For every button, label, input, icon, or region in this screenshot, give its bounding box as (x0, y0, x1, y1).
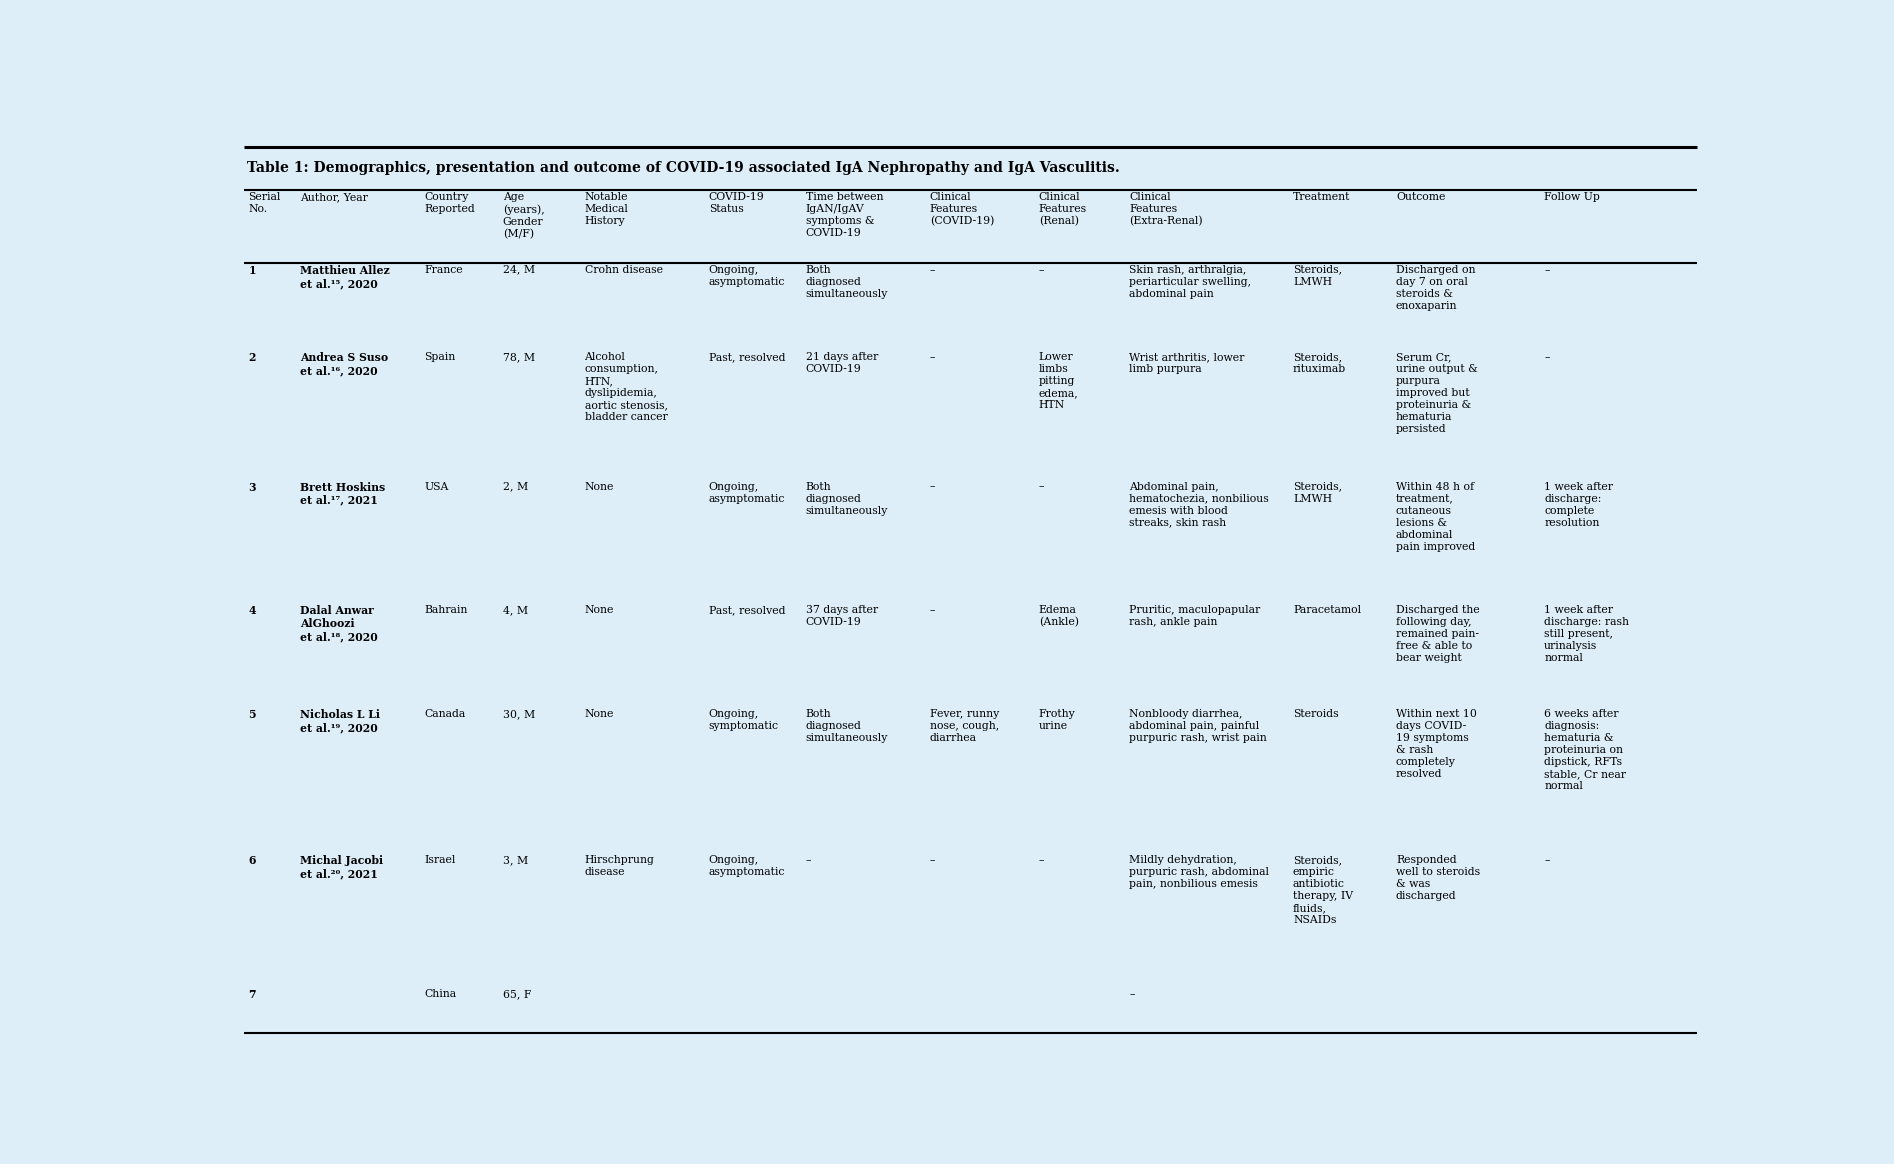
Text: 2, M: 2, M (502, 482, 528, 491)
Text: Ongoing,
symptomatic: Ongoing, symptomatic (708, 709, 778, 731)
Text: 30, M: 30, M (502, 709, 534, 719)
Text: Serial
No.: Serial No. (248, 192, 280, 214)
Text: –: – (1038, 264, 1044, 275)
Text: Spain: Spain (424, 353, 455, 362)
Text: Serum Cr,
urine output &
purpura
improved but
proteinuria &
hematuria
persisted: Serum Cr, urine output & purpura improve… (1396, 353, 1477, 434)
Text: Follow Up: Follow Up (1544, 192, 1600, 203)
Text: USA: USA (424, 482, 449, 491)
Text: Mildly dehydration,
purpuric rash, abdominal
pain, nonbilious emesis: Mildly dehydration, purpuric rash, abdom… (1129, 856, 1269, 889)
Text: –: – (1544, 264, 1549, 275)
Text: Both
diagnosed
simultaneously: Both diagnosed simultaneously (805, 709, 888, 744)
Text: Past, resolved: Past, resolved (708, 353, 786, 362)
Text: Clinical
Features
(Extra-Renal): Clinical Features (Extra-Renal) (1129, 192, 1203, 227)
Text: Paracetamol: Paracetamol (1294, 605, 1362, 615)
Text: Notable
Medical
History: Notable Medical History (585, 192, 629, 226)
Text: None: None (585, 482, 614, 491)
Text: Clinical
Features
(COVID-19): Clinical Features (COVID-19) (930, 192, 994, 227)
Text: Nonbloody diarrhea,
abdominal pain, painful
purpuric rash, wrist pain: Nonbloody diarrhea, abdominal pain, pain… (1129, 709, 1267, 744)
Text: 3: 3 (248, 482, 256, 492)
Text: Dalal Anwar
AlGhoozi
et al.¹⁸, 2020: Dalal Anwar AlGhoozi et al.¹⁸, 2020 (299, 605, 377, 643)
Text: Country
Reported: Country Reported (424, 192, 475, 214)
Text: 4: 4 (248, 605, 256, 616)
Text: 5: 5 (248, 709, 256, 721)
Text: Frothy
urine: Frothy urine (1038, 709, 1076, 731)
Text: Lower
limbs
pitting
edema,
HTN: Lower limbs pitting edema, HTN (1038, 353, 1078, 410)
Text: 6: 6 (248, 856, 256, 866)
Text: Discharged on
day 7 on oral
steroids &
enoxaparin: Discharged on day 7 on oral steroids & e… (1396, 264, 1475, 311)
Text: Ongoing,
asymptomatic: Ongoing, asymptomatic (708, 856, 784, 878)
Text: 78, M: 78, M (502, 353, 534, 362)
Text: Outcome: Outcome (1396, 192, 1445, 203)
Text: Hirschprung
disease: Hirschprung disease (585, 856, 655, 878)
Text: 1 week after
discharge: rash
still present,
urinalysis
normal: 1 week after discharge: rash still prese… (1544, 605, 1629, 663)
Text: Treatment: Treatment (1294, 192, 1350, 203)
Text: Nicholas L Li
et al.¹⁹, 2020: Nicholas L Li et al.¹⁹, 2020 (299, 709, 381, 733)
Text: Past, resolved: Past, resolved (708, 605, 786, 615)
Text: –: – (1038, 856, 1044, 865)
Text: Discharged the
following day,
remained pain-
free & able to
bear weight: Discharged the following day, remained p… (1396, 605, 1479, 663)
Text: Michal Jacobi
et al.²⁰, 2021: Michal Jacobi et al.²⁰, 2021 (299, 856, 383, 880)
Text: Israel: Israel (424, 856, 455, 865)
Text: Fever, runny
nose, cough,
diarrhea: Fever, runny nose, cough, diarrhea (930, 709, 998, 744)
Text: France: France (424, 264, 462, 275)
Text: –: – (930, 353, 936, 362)
Text: COVID-19
Status: COVID-19 Status (708, 192, 765, 214)
Text: Matthieu Allez
et al.¹⁵, 2020: Matthieu Allez et al.¹⁵, 2020 (299, 264, 390, 289)
Text: 37 days after
COVID-19: 37 days after COVID-19 (805, 605, 877, 627)
Text: Within next 10
days COVID-
19 symptoms
& rash
completely
resolved: Within next 10 days COVID- 19 symptoms &… (1396, 709, 1477, 780)
Text: –: – (1038, 482, 1044, 491)
Text: Time between
IgAN/IgAV
symptoms &
COVID-19: Time between IgAN/IgAV symptoms & COVID-… (805, 192, 883, 237)
Text: Clinical
Features
(Renal): Clinical Features (Renal) (1038, 192, 1087, 227)
Text: Both
diagnosed
simultaneously: Both diagnosed simultaneously (805, 264, 888, 299)
Text: Abdominal pain,
hematochezia, nonbilious
emesis with blood
streaks, skin rash: Abdominal pain, hematochezia, nonbilious… (1129, 482, 1269, 527)
Text: 2: 2 (248, 353, 256, 363)
Text: Steroids,
rituximab: Steroids, rituximab (1294, 353, 1347, 375)
Text: Pruritic, maculopapular
rash, ankle pain: Pruritic, maculopapular rash, ankle pain (1129, 605, 1261, 627)
Text: –: – (930, 264, 936, 275)
Text: 21 days after
COVID-19: 21 days after COVID-19 (805, 353, 877, 375)
Text: Responded
well to steroids
& was
discharged: Responded well to steroids & was dischar… (1396, 856, 1479, 901)
Text: 1: 1 (248, 264, 256, 276)
Text: 1 week after
discharge:
complete
resolution: 1 week after discharge: complete resolut… (1544, 482, 1614, 527)
Text: Skin rash, arthralgia,
periarticular swelling,
abdominal pain: Skin rash, arthralgia, periarticular swe… (1129, 264, 1252, 299)
Text: 24, M: 24, M (502, 264, 534, 275)
Text: None: None (585, 709, 614, 719)
Text: Canada: Canada (424, 709, 466, 719)
Text: China: China (424, 988, 456, 999)
Text: –: – (930, 605, 936, 615)
Text: –: – (1129, 988, 1135, 999)
Text: 3, M: 3, M (502, 856, 528, 865)
Text: Edema
(Ankle): Edema (Ankle) (1038, 605, 1080, 627)
Text: Steroids,
LMWH: Steroids, LMWH (1294, 482, 1343, 504)
Text: –: – (805, 856, 811, 865)
Text: 65, F: 65, F (502, 988, 532, 999)
Text: Steroids: Steroids (1294, 709, 1339, 719)
Text: Ongoing,
asymptomatic: Ongoing, asymptomatic (708, 482, 784, 504)
Text: Within 48 h of
treatment,
cutaneous
lesions &
abdominal
pain improved: Within 48 h of treatment, cutaneous lesi… (1396, 482, 1475, 552)
Text: Table 1: Demographics, presentation and outcome of COVID-19 associated IgA Nephr: Table 1: Demographics, presentation and … (246, 162, 1119, 176)
Text: Both
diagnosed
simultaneously: Both diagnosed simultaneously (805, 482, 888, 516)
Text: –: – (1544, 856, 1549, 865)
Text: Alcohol
consumption,
HTN,
dyslipidemia,
aortic stenosis,
bladder cancer: Alcohol consumption, HTN, dyslipidemia, … (585, 353, 667, 423)
Text: None: None (585, 605, 614, 615)
Text: Andrea S Suso
et al.¹⁶, 2020: Andrea S Suso et al.¹⁶, 2020 (299, 353, 388, 376)
Text: –: – (930, 856, 936, 865)
Text: 7: 7 (248, 988, 256, 1000)
Text: Crohn disease: Crohn disease (585, 264, 663, 275)
Text: Ongoing,
asymptomatic: Ongoing, asymptomatic (708, 264, 784, 286)
Text: Steroids,
LMWH: Steroids, LMWH (1294, 264, 1343, 286)
Text: Steroids,
empiric
antibiotic
therapy, IV
fluids,
NSAIDs: Steroids, empiric antibiotic therapy, IV… (1294, 856, 1352, 925)
Text: Wrist arthritis, lower
limb purpura: Wrist arthritis, lower limb purpura (1129, 353, 1244, 375)
Text: Age
(years),
Gender
(M/F): Age (years), Gender (M/F) (502, 192, 545, 239)
Text: –: – (1544, 353, 1549, 362)
Text: Author, Year: Author, Year (299, 192, 367, 203)
Text: Brett Hoskins
et al.¹⁷, 2021: Brett Hoskins et al.¹⁷, 2021 (299, 482, 384, 506)
Text: –: – (930, 482, 936, 491)
Text: 4, M: 4, M (502, 605, 528, 615)
Text: Bahrain: Bahrain (424, 605, 468, 615)
Text: 6 weeks after
diagnosis:
hematuria &
proteinuria on
dipstick, RFTs
stable, Cr ne: 6 weeks after diagnosis: hematuria & pro… (1544, 709, 1627, 792)
